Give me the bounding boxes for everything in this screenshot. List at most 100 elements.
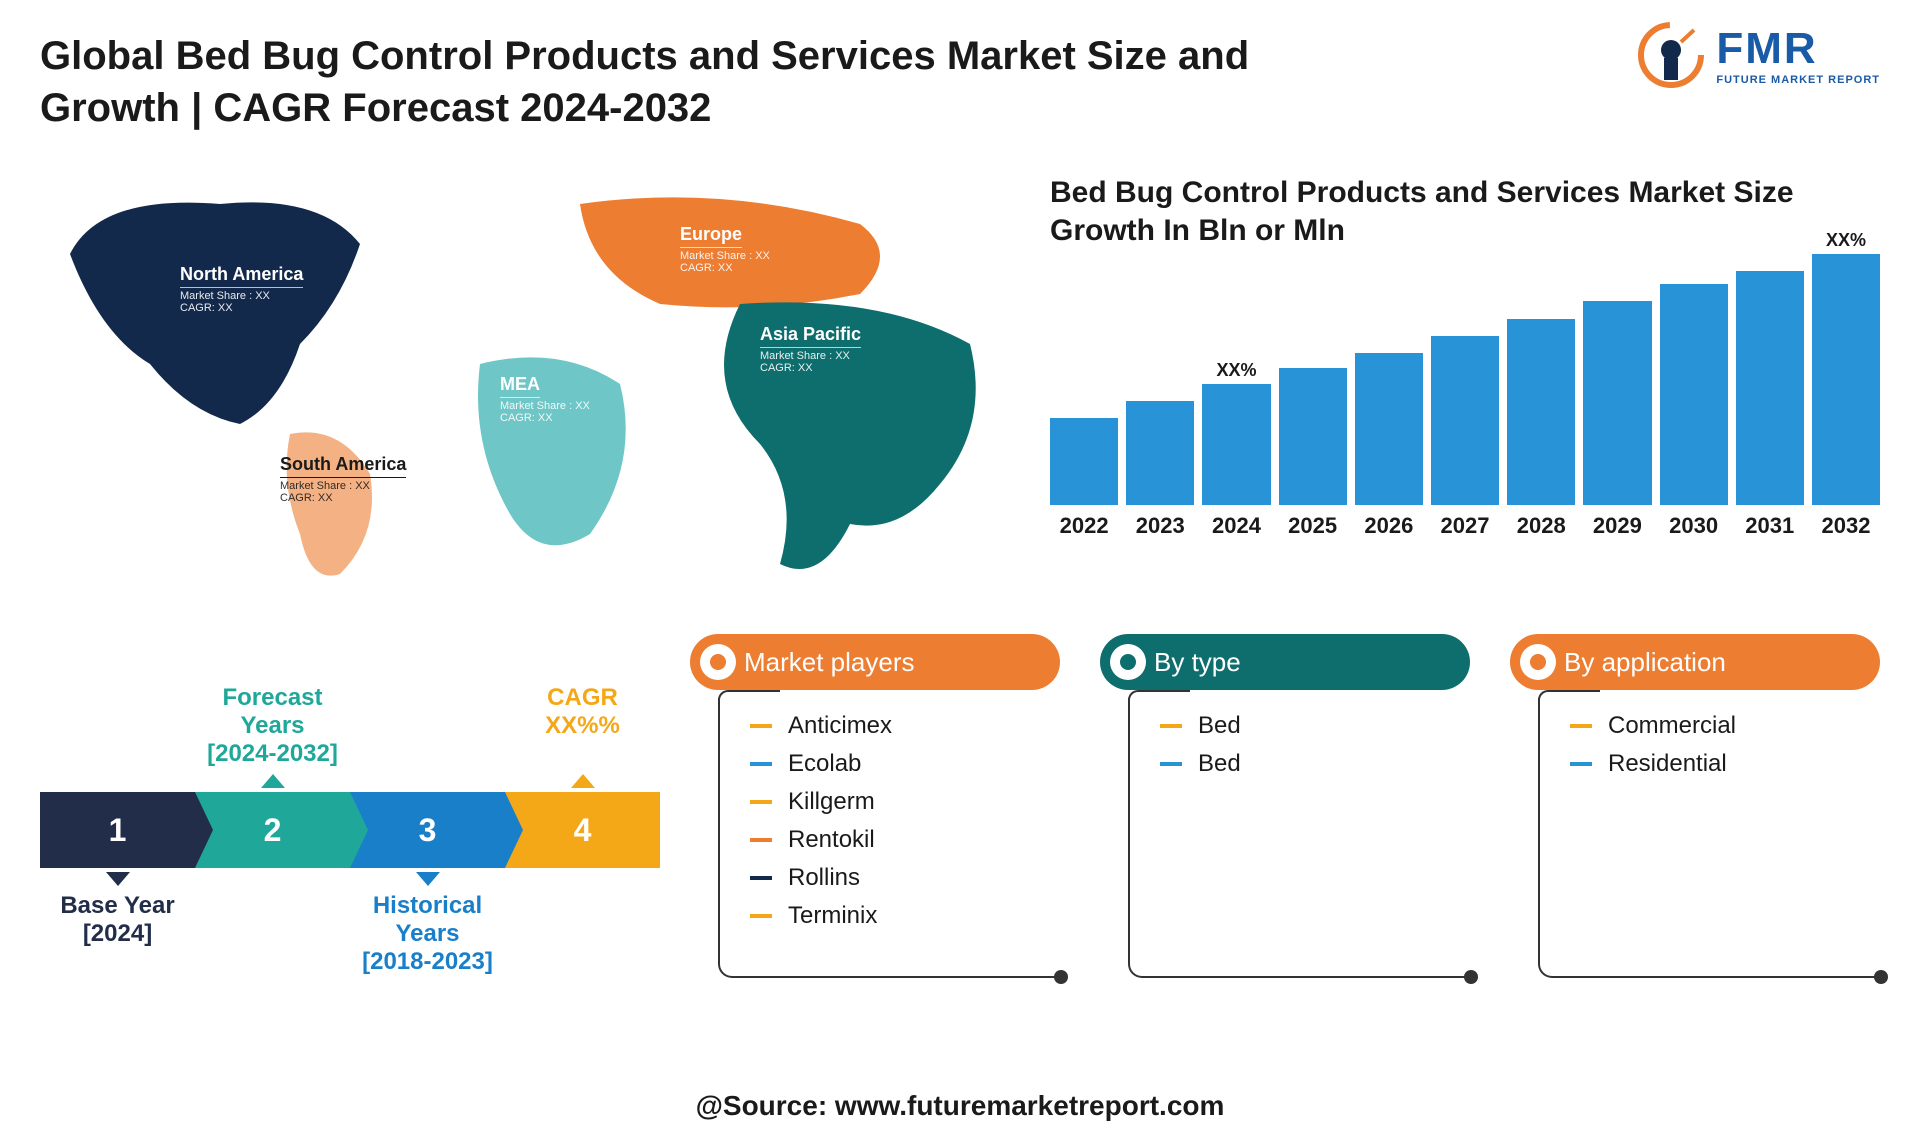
bar-chart: 20222023XX%20242025202620272028202920302… [1050, 259, 1880, 539]
tick-icon [1160, 762, 1182, 766]
segment-item-label: Commercial [1608, 712, 1736, 740]
tick-icon [1160, 724, 1182, 728]
historical-years-range: [2018-2023] [350, 948, 505, 976]
historical-years-label: Historical Years [350, 892, 505, 948]
segment-item-label: Rollins [788, 864, 860, 892]
bar-column: 2026 [1355, 353, 1423, 539]
fmr-logo: FMR FUTURE MARKET REPORT [1636, 20, 1880, 90]
bar-year-label: 2027 [1441, 513, 1490, 539]
segment-bracket: Bed Bed [1128, 698, 1470, 978]
timeline-segment: 4 [505, 792, 660, 868]
segment-item: Rollins [750, 864, 1050, 892]
bar-column: XX%2024 [1202, 384, 1270, 539]
segment-item-label: Ecolab [788, 750, 861, 778]
bar-column: 2023 [1126, 401, 1194, 539]
segment-item-label: Bed [1198, 750, 1241, 778]
timeline-segment: 1 [40, 792, 195, 868]
bar [1812, 254, 1880, 505]
segment-item-label: Residential [1608, 750, 1727, 778]
tick-icon [1570, 762, 1592, 766]
bar-annotation: XX% [1216, 360, 1256, 381]
map-region-label: EuropeMarket Share : XXCAGR: XX [680, 224, 770, 274]
arrow-down-icon [106, 872, 130, 886]
forecast-years-label: Forecast Years [195, 684, 350, 740]
segment-item-label: Killgerm [788, 788, 875, 816]
bar [1431, 336, 1499, 505]
segment-bracket: Anticimex Ecolab Killgerm Rentokil Rollins Te… [718, 698, 1060, 978]
bar-column: 2025 [1279, 368, 1347, 539]
bar-year-label: 2030 [1669, 513, 1718, 539]
fmr-logo-icon [1636, 20, 1706, 90]
bar [1660, 284, 1728, 505]
segment-column: By application Commercial Residential [1510, 634, 1880, 978]
forecast-years-range: [2024-2032] [195, 740, 350, 768]
bar-year-label: 2025 [1288, 513, 1337, 539]
bar-column: XX%2032 [1812, 254, 1880, 539]
map-region-label: Asia PacificMarket Share : XXCAGR: XX [760, 324, 861, 374]
segment-item: Residential [1570, 750, 1870, 778]
logo-text-fmr: FMR [1716, 24, 1880, 74]
arrow-up-icon [261, 774, 285, 788]
segment-item: Ecolab [750, 750, 1050, 778]
segment-item-label: Rentokil [788, 826, 875, 854]
segment-item: Rentokil [750, 826, 1050, 854]
bar-year-label: 2024 [1212, 513, 1261, 539]
tick-icon [750, 800, 772, 804]
segment-item: Bed [1160, 750, 1460, 778]
bar-year-label: 2026 [1364, 513, 1413, 539]
bar-chart-title: Bed Bug Control Products and Services Ma… [1050, 174, 1880, 249]
bar [1050, 418, 1118, 505]
tick-icon [750, 724, 772, 728]
bar-column: 2028 [1507, 319, 1575, 539]
segment-item-label: Anticimex [788, 712, 892, 740]
bar [1355, 353, 1423, 505]
segment-item: Anticimex [750, 712, 1050, 740]
segment-header: By application [1510, 634, 1880, 690]
source-attribution: @Source: www.futuremarketreport.com [696, 1090, 1225, 1122]
world-map: North AmericaMarket Share : XXCAGR: XX So… [40, 164, 1020, 594]
arrow-down-icon [416, 872, 440, 886]
segment-header: Market players [690, 634, 1060, 690]
segment-item: Killgerm [750, 788, 1050, 816]
bar-year-label: 2023 [1136, 513, 1185, 539]
tick-icon [750, 762, 772, 766]
bar-year-label: 2031 [1745, 513, 1794, 539]
logo-text-sub: FUTURE MARKET REPORT [1716, 74, 1880, 86]
map-region-label: South AmericaMarket Share : XXCAGR: XX [280, 454, 406, 504]
segment-column: By type Bed Bed [1100, 634, 1470, 978]
bar-column: 2027 [1431, 336, 1499, 539]
tick-icon [750, 914, 772, 918]
segment-column: Market players Anticimex Ecolab Killgerm Ren… [690, 634, 1060, 978]
bar-chart-panel: Bed Bug Control Products and Services Ma… [1050, 164, 1880, 594]
bar [1736, 271, 1804, 505]
map-region-label: MEAMarket Share : XXCAGR: XX [500, 374, 590, 424]
bar-year-label: 2029 [1593, 513, 1642, 539]
segment-item: Bed [1160, 712, 1460, 740]
base-year-label: Base Year [40, 892, 195, 920]
timeline-block: Forecast Years [2024-2032] CAGR XX%% 123… [40, 634, 660, 978]
cagr-label: CAGR [505, 684, 660, 712]
segment-header: By type [1100, 634, 1470, 690]
bar-year-label: 2022 [1060, 513, 1109, 539]
base-year-value: [2024] [40, 920, 195, 948]
timeline-bar: 1234 [40, 792, 660, 868]
segments-row: Market players Anticimex Ecolab Killgerm Ren… [690, 634, 1880, 978]
segment-item-label: Terminix [788, 902, 877, 930]
timeline-segment: 2 [195, 792, 350, 868]
bar-column: 2022 [1050, 418, 1118, 539]
tick-icon [1570, 724, 1592, 728]
tick-icon [750, 838, 772, 842]
cagr-value: XX%% [505, 712, 660, 740]
bar-year-label: 2028 [1517, 513, 1566, 539]
bar-column: 2031 [1736, 271, 1804, 539]
bar-annotation: XX% [1826, 230, 1866, 251]
bar [1202, 384, 1270, 505]
segment-bracket: Commercial Residential [1538, 698, 1880, 978]
tick-icon [750, 876, 772, 880]
segment-item: Commercial [1570, 712, 1870, 740]
bar-column: 2030 [1660, 284, 1728, 539]
map-region-label: North AmericaMarket Share : XXCAGR: XX [180, 264, 303, 314]
bar [1583, 301, 1651, 505]
bar [1279, 368, 1347, 505]
bar [1126, 401, 1194, 505]
